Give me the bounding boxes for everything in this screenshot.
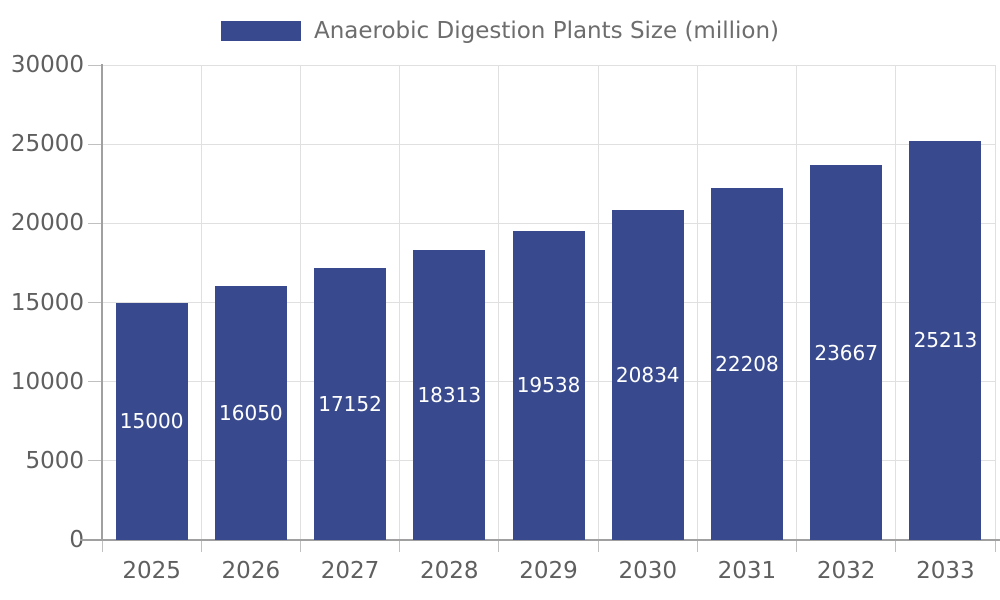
x-gridline bbox=[597, 65, 599, 540]
x-axis-label: 2025 bbox=[122, 558, 181, 584]
legend-label: Anaerobic Digestion Plants Size (million… bbox=[313, 18, 780, 44]
x-gridline bbox=[299, 65, 301, 540]
x-gridline bbox=[200, 65, 202, 540]
bar-value-label: 25213 bbox=[913, 328, 978, 353]
bar[interactable] bbox=[909, 140, 982, 540]
x-axis-label: 2031 bbox=[717, 558, 777, 584]
x-axis-tick bbox=[101, 540, 103, 552]
x-axis-label: 2026 bbox=[221, 558, 281, 584]
x-gridline bbox=[399, 65, 401, 540]
y-axis-label: 30000 bbox=[10, 52, 84, 78]
bar[interactable] bbox=[314, 268, 387, 540]
y-axis-line bbox=[101, 64, 103, 541]
x-axis-tick bbox=[895, 540, 897, 552]
x-axis-tick bbox=[200, 540, 202, 552]
bar-value-label: 20834 bbox=[615, 363, 680, 388]
bar[interactable] bbox=[810, 165, 883, 540]
x-axis-tick bbox=[597, 540, 599, 552]
x-gridline bbox=[994, 65, 996, 540]
x-axis-line bbox=[80, 539, 1000, 541]
x-axis-label: 2028 bbox=[419, 558, 479, 584]
y-axis-label: 20000 bbox=[10, 210, 84, 237]
bar-value-label: 22208 bbox=[715, 352, 779, 377]
bar-value-label: 18313 bbox=[417, 383, 482, 408]
y-axis-label: 10000 bbox=[10, 368, 84, 395]
x-gridline bbox=[696, 65, 698, 540]
x-axis-tick bbox=[696, 540, 698, 552]
y-axis-tick bbox=[88, 143, 102, 145]
y-axis-tick bbox=[88, 460, 102, 462]
x-axis-label: 2033 bbox=[916, 558, 975, 584]
y-axis-label: 15000 bbox=[10, 289, 84, 316]
y-gridline bbox=[102, 143, 995, 145]
y-axis-tick bbox=[88, 222, 102, 224]
bar[interactable] bbox=[611, 210, 684, 540]
y-axis-label: 0 bbox=[69, 527, 84, 553]
bar-value-label: 17152 bbox=[318, 392, 382, 417]
y-axis-label: 25000 bbox=[10, 131, 84, 158]
bar-value-label: 15000 bbox=[119, 409, 184, 434]
x-axis-tick bbox=[498, 540, 500, 552]
x-axis-label: 2032 bbox=[816, 558, 876, 584]
bar[interactable] bbox=[413, 250, 486, 540]
bar[interactable] bbox=[710, 188, 783, 540]
legend-swatch bbox=[220, 21, 301, 41]
x-gridline bbox=[498, 65, 500, 540]
y-gridline bbox=[102, 222, 995, 224]
x-axis-tick bbox=[796, 540, 798, 552]
x-axis-tick bbox=[299, 540, 301, 552]
bar[interactable] bbox=[214, 285, 287, 540]
y-axis-tick bbox=[88, 381, 102, 383]
legend-item[interactable]: Anaerobic Digestion Plants Size (million… bbox=[0, 16, 1000, 46]
bar[interactable] bbox=[512, 230, 585, 540]
bar-value-label: 23667 bbox=[814, 340, 878, 365]
x-axis-label: 2030 bbox=[618, 558, 677, 584]
x-axis-label: 2029 bbox=[519, 558, 578, 584]
bar-value-label: 19538 bbox=[516, 373, 581, 398]
bar[interactable] bbox=[115, 302, 188, 540]
x-axis-tick bbox=[399, 540, 401, 552]
bar-value-label: 16050 bbox=[219, 400, 283, 425]
x-gridline bbox=[895, 65, 897, 540]
y-axis-tick bbox=[88, 302, 102, 303]
y-axis-label: 5000 bbox=[25, 447, 84, 474]
y-gridline bbox=[102, 64, 995, 66]
x-axis-label: 2027 bbox=[320, 558, 380, 584]
x-axis-tick bbox=[994, 540, 996, 552]
y-axis-tick bbox=[88, 64, 102, 66]
x-gridline bbox=[796, 65, 798, 540]
